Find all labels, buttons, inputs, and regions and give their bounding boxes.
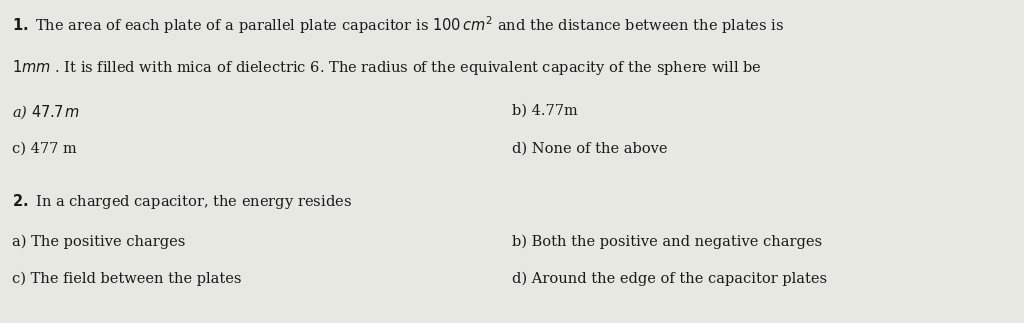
Text: b) Both the positive and negative charges: b) Both the positive and negative charge…	[512, 234, 822, 249]
Text: a) The positive charges: a) The positive charges	[12, 234, 185, 249]
Text: $\mathbf{2.}$ In a charged capacitor, the energy resides: $\mathbf{2.}$ In a charged capacitor, th…	[12, 192, 352, 211]
Text: d) Around the edge of the capacitor plates: d) Around the edge of the capacitor plat…	[512, 271, 827, 286]
Text: c) 477 m: c) 477 m	[12, 142, 77, 156]
Text: a) $47.7\,m$: a) $47.7\,m$	[12, 103, 81, 121]
Text: $\mathbf{1.}$ The area of each plate of a parallel plate capacitor is $100\,cm^2: $\mathbf{1.}$ The area of each plate of …	[12, 15, 784, 36]
Text: d) None of the above: d) None of the above	[512, 142, 668, 156]
Text: $1mm$ . It is filled with mica of dielectric 6. The radius of the equivalent cap: $1mm$ . It is filled with mica of dielec…	[12, 58, 762, 77]
Text: c) The field between the plates: c) The field between the plates	[12, 271, 242, 286]
Text: b) 4.77m: b) 4.77m	[512, 103, 578, 117]
